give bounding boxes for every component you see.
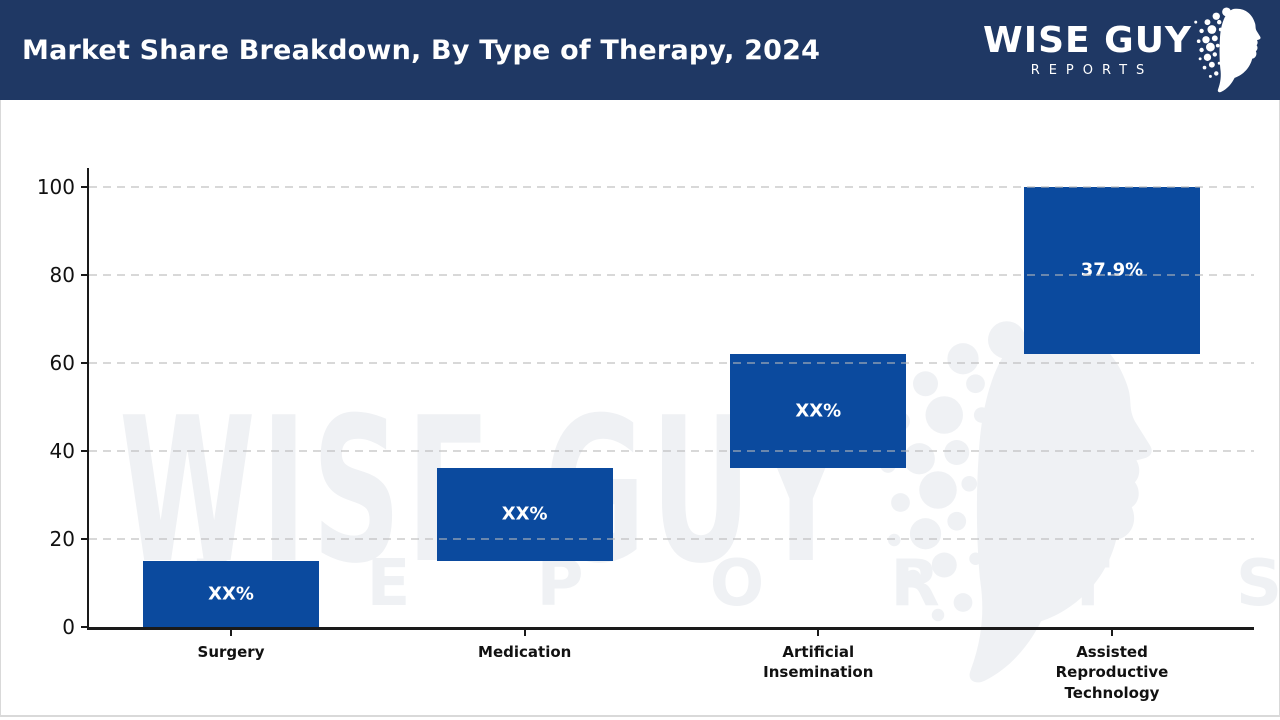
y-tick-label: 80 (49, 263, 75, 287)
brand-face-icon (1194, 7, 1261, 93)
brand-logo: WISE GUY REPORTS (983, 6, 1270, 94)
gridline (89, 274, 1254, 276)
bar-segment: XX% (143, 561, 319, 627)
y-tick (81, 538, 88, 540)
plot-area: XX% XX% XX% 37.9% (89, 170, 1254, 627)
y-tick-label: 60 (49, 351, 75, 375)
x-category-label: Assisted Reproductive Technology (1055, 643, 1169, 702)
y-tick-label: 100 (36, 175, 75, 199)
y-tick (81, 274, 88, 276)
y-axis-spine (87, 168, 89, 629)
brand-subtitle: REPORTS (1030, 62, 1154, 78)
header-bar: Market Share Breakdown, By Type of Thera… (0, 0, 1280, 100)
brand-name: WISE GUY (982, 19, 1192, 61)
x-tick (817, 629, 820, 636)
y-tick-label: 40 (49, 439, 75, 463)
x-category-label: Medication (478, 643, 572, 661)
gridline (89, 362, 1254, 364)
bar-value-label: XX% (795, 400, 842, 422)
y-tick (81, 362, 88, 364)
y-tick-label: 0 (62, 615, 75, 639)
x-category-label: Surgery (197, 643, 265, 661)
gridline (89, 450, 1254, 452)
bar-value-label: 37.9% (1080, 259, 1144, 281)
bar-segment: 37.9% (1024, 187, 1200, 354)
gridline (89, 538, 1254, 540)
y-tick (81, 626, 88, 628)
y-tick (81, 450, 88, 452)
bar-value-label: XX% (208, 583, 254, 605)
x-tick (1111, 629, 1113, 636)
x-axis-spine (87, 627, 1254, 630)
y-tick (81, 186, 88, 188)
gridline (89, 186, 1254, 188)
bar-segment: XX% (730, 353, 907, 468)
x-tick (230, 629, 232, 636)
bar-value-label: XX% (501, 503, 548, 525)
x-tick (523, 629, 526, 636)
y-tick-label: 20 (49, 527, 75, 551)
x-category-label: Artificial Insemination (763, 643, 874, 682)
brand-logo-text: WISE GUY REPORTS (982, 19, 1192, 78)
bar-segment: XX% (436, 467, 613, 561)
page-title: Market Share Breakdown, By Type of Thera… (22, 34, 821, 66)
